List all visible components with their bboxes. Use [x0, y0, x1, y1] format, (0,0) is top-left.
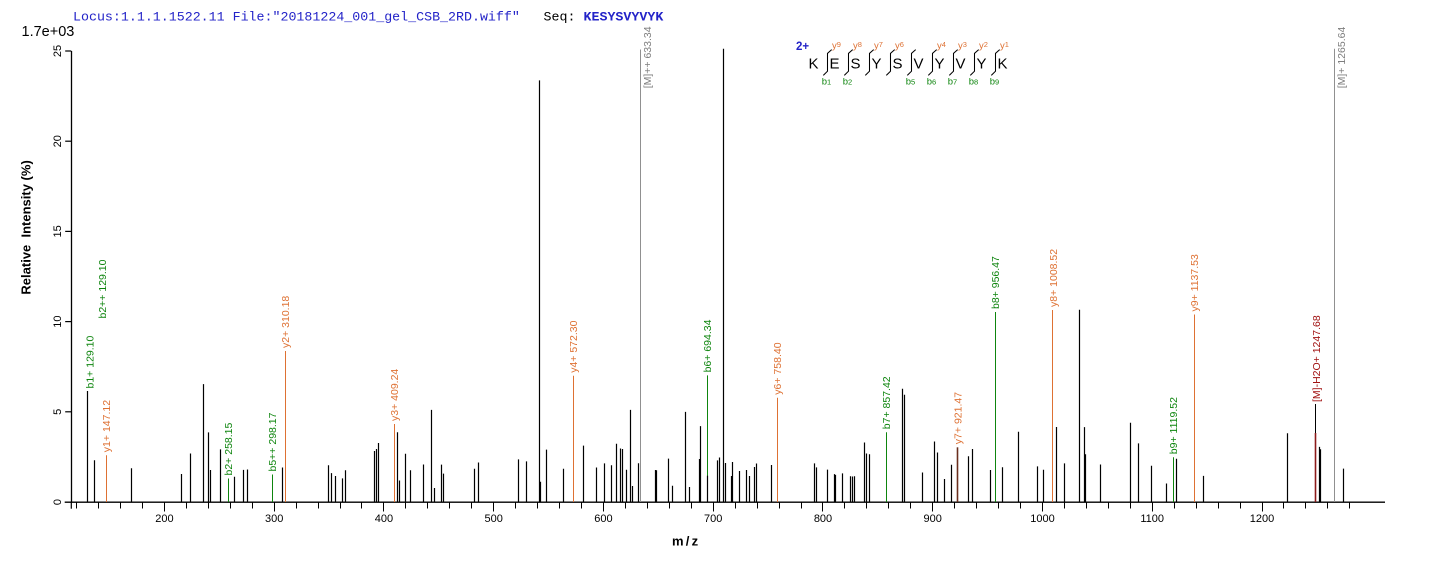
svg-text:y7+ 921.47: y7+ 921.47 [953, 392, 965, 444]
svg-text:y7: y7 [874, 40, 883, 52]
svg-text:b2++ 129.10: b2++ 129.10 [97, 259, 109, 318]
svg-text:y3: y3 [958, 40, 967, 52]
svg-text:y6: y6 [895, 40, 904, 52]
svg-text:y4+ 572.30: y4+ 572.30 [568, 320, 580, 372]
svg-text:0: 0 [52, 499, 64, 505]
svg-text:1000: 1000 [1030, 513, 1054, 525]
svg-text:K: K [997, 55, 1007, 72]
svg-text:Y: Y [976, 55, 986, 72]
svg-text:Seq:: Seq: [544, 10, 576, 25]
svg-text:b8: b8 [969, 76, 978, 87]
svg-text:[M]+ 1265.64: [M]+ 1265.64 [1336, 27, 1348, 89]
svg-text:20: 20 [52, 135, 64, 147]
svg-text:y8+ 1008.52: y8+ 1008.52 [1048, 249, 1060, 307]
svg-text:y3+ 409.24: y3+ 409.24 [389, 369, 401, 421]
svg-text:m/z: m/z [672, 534, 700, 549]
svg-text:y2: y2 [979, 40, 988, 52]
svg-text:Relative Intensity (%): Relative Intensity (%) [19, 160, 34, 294]
svg-text:y9: y9 [832, 40, 841, 52]
svg-text:[M]-H2O+ 1247.68: [M]-H2O+ 1247.68 [1311, 315, 1323, 402]
svg-text:y8: y8 [853, 40, 862, 52]
svg-text:25: 25 [52, 45, 64, 57]
svg-text:b1: b1 [822, 76, 831, 87]
svg-text:y4: y4 [937, 40, 946, 52]
svg-text:2+: 2+ [796, 41, 809, 53]
svg-text:K: K [808, 55, 818, 72]
svg-text:y2+ 310.18: y2+ 310.18 [280, 296, 292, 348]
svg-text:[M]++ 633.34: [M]++ 633.34 [642, 26, 654, 88]
svg-text:Locus:1.1.1.1522.11 File:"2018: Locus:1.1.1.1522.11 File:"20181224_001_g… [73, 10, 520, 25]
svg-text:15: 15 [52, 225, 64, 237]
svg-text:1100: 1100 [1140, 513, 1164, 525]
svg-text:b5++ 298.17: b5++ 298.17 [267, 412, 279, 471]
svg-text:1.7e+03: 1.7e+03 [22, 24, 75, 40]
svg-text:b2+ 258.15: b2+ 258.15 [223, 422, 235, 475]
svg-text:b9: b9 [990, 76, 999, 87]
svg-text:Y: Y [934, 55, 944, 72]
svg-text:b6+ 694.34: b6+ 694.34 [702, 319, 714, 372]
svg-text:b8+ 956.47: b8+ 956.47 [990, 256, 1002, 309]
svg-text:b6: b6 [927, 76, 936, 87]
svg-text:b9+ 1119.52: b9+ 1119.52 [1168, 397, 1180, 454]
svg-text:y6+ 758.40: y6+ 758.40 [772, 342, 784, 394]
svg-text:1200: 1200 [1250, 513, 1274, 525]
svg-text:Y: Y [871, 55, 881, 72]
svg-text:b2: b2 [843, 76, 852, 87]
svg-text:b5: b5 [906, 76, 915, 87]
svg-text:y1: y1 [1000, 40, 1009, 52]
svg-text:S: S [892, 55, 902, 72]
svg-text:S: S [850, 55, 860, 72]
svg-text:200: 200 [155, 513, 173, 525]
svg-text:b1+ 129.10: b1+ 129.10 [84, 335, 96, 388]
svg-text:400: 400 [375, 513, 393, 525]
svg-text:V: V [955, 55, 965, 72]
svg-text:700: 700 [704, 513, 722, 525]
svg-text:E: E [829, 55, 839, 72]
svg-text:5: 5 [52, 409, 64, 415]
svg-text:600: 600 [594, 513, 612, 525]
svg-text:KESYSVYVYK: KESYSVYVYK [584, 10, 664, 25]
svg-text:500: 500 [485, 513, 503, 525]
svg-text:b7+ 857.42: b7+ 857.42 [881, 376, 893, 429]
svg-text:900: 900 [924, 513, 942, 525]
svg-text:10: 10 [52, 315, 64, 327]
svg-text:y1+ 147.12: y1+ 147.12 [101, 400, 113, 452]
svg-text:V: V [913, 55, 923, 72]
svg-text:300: 300 [265, 513, 283, 525]
svg-text:800: 800 [814, 513, 832, 525]
svg-text:b7: b7 [948, 76, 957, 87]
svg-text:y9+ 1137.53: y9+ 1137.53 [1189, 254, 1201, 311]
